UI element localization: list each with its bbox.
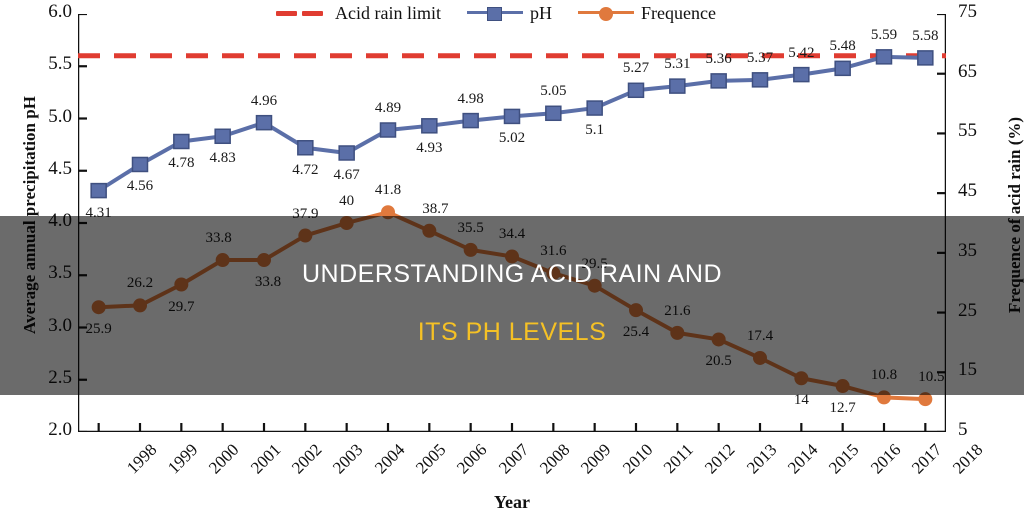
y-axis-left-tick: 5.5 [48,53,72,75]
x-axis-tick-2004: 2004 [370,440,409,478]
x-axis-tick-2010: 2010 [618,440,657,478]
frequence-value-label: 20.5 [705,353,732,370]
ph-value-label: 4.83 [209,150,236,167]
dashed-line-icon [276,10,328,16]
ph-value-label: 5.27 [622,60,650,77]
y-axis-right-tick: 55 [958,120,977,142]
x-axis-tick-2016: 2016 [866,440,905,478]
frequence-value-label: 33.8 [205,230,232,247]
y-axis-left-tick: 4.0 [48,210,72,231]
y-axis-right-tick: 25 [958,299,977,321]
ph-value-label: 4.98 [457,90,484,107]
frequence-value-label: 25.9 [85,321,112,338]
y-axis-right-tick: 75 [958,1,977,22]
legend-item-frequence: Frequence [577,2,716,24]
frequence-value-label: 34.4 [498,226,526,243]
frequence-value-label: 12.7 [829,400,856,417]
frequence-value-label: 38.7 [422,200,449,217]
ph-value-label: 4.31 [85,204,112,221]
ph-value-label: 5.58 [912,27,939,44]
ph-value-label: 5.31 [664,56,691,73]
ph-value-label: 5.36 [705,50,732,67]
frequence-value-label: 33.8 [254,274,282,291]
circle-marker-icon [577,5,634,21]
y-axis-left-tick: 4.5 [48,157,72,179]
y-axis-right-tick: 5 [958,419,968,440]
y-axis-left-tick: 2.0 [48,419,72,440]
frequence-value-label: 37.9 [292,205,319,222]
legend-item-ph: pH [466,2,552,24]
ph-value-label: 5.05 [540,83,567,100]
ph-value-label: 4.96 [250,92,278,109]
legend-label-acid-rain-limit: Acid rain limit [335,2,441,23]
y-axis-right-title: Frequence of acid rain (%) [1005,116,1024,314]
ph-value-label: 4.78 [168,155,195,172]
frequence-value-label: 41.8 [374,182,402,199]
frequence-value-label: 29.5 [581,255,608,272]
ph-value-label: 4.67 [333,166,360,183]
chart-legend: Acid rain limit pH Frequence [276,1,716,25]
frequence-value-label: 17.4 [746,327,774,344]
x-axis-tick-1999: 1999 [163,440,202,478]
x-axis-tick-2014: 2014 [783,440,822,478]
frequence-value-label: 10.8 [870,367,898,384]
x-axis-tick-2001: 2001 [246,440,285,478]
x-axis-tick-2005: 2005 [411,440,450,478]
y-axis-left-tick: 2.5 [48,366,72,388]
x-axis-tick-2018: 2018 [949,440,987,478]
ph-value-label: 4.89 [374,99,402,116]
ph-value-label: 5.42 [788,44,815,61]
ph-value-label: 5.37 [746,49,774,66]
frequence-value-label: 26.2 [126,275,154,292]
ph-value-label: 5.59 [870,26,898,43]
x-axis-tick-2009: 2009 [577,440,615,478]
frequence-value-label: 29.7 [168,298,195,315]
x-axis-tick-2007: 2007 [494,440,533,478]
legend-label-ph: pH [529,2,552,23]
ph-value-label: 4.93 [416,139,443,156]
frequence-value-label: 14 [793,392,809,409]
x-axis-tick-2013: 2013 [742,440,781,478]
y-axis-right-tick: 45 [958,180,977,202]
frequence-value-label: 10.5 [918,369,945,386]
x-axis-tick-2006: 2006 [453,440,491,478]
legend-label-frequence: Frequence [640,2,716,23]
y-axis-left-tick: 3.0 [48,314,72,336]
y-axis-right-tick: 35 [958,239,977,261]
frequence-value-label: 31.6 [540,243,567,260]
plot-area [78,14,946,432]
frequence-value-label: 40 [339,193,355,209]
x-axis-tick-2012: 2012 [701,440,739,478]
chart-svg [78,14,946,432]
x-axis-tick-2017: 2017 [907,440,946,478]
frequence-value-label: 21.6 [664,302,691,319]
square-marker-icon [466,5,523,21]
x-axis-tick-1998: 1998 [122,440,161,478]
frequence-value-label: 35.5 [457,219,484,236]
ph-value-label: 5.48 [829,38,856,55]
y-axis-right-tick: 65 [958,60,977,82]
frequence-value-label: 25.4 [622,324,650,341]
x-axis-tick-2000: 2000 [205,440,243,478]
ph-value-label: 5.1 [585,122,605,139]
y-axis-left-tick: 3.5 [48,262,72,284]
ph-value-label: 4.72 [292,161,319,178]
y-axis-left-tick: 5.0 [48,105,72,127]
x-axis-tick-2003: 2003 [329,440,367,478]
ph-value-label: 5.02 [498,130,526,147]
legend-item-acid-rain-limit: Acid rain limit [276,3,441,24]
x-axis-tick-2008: 2008 [535,440,574,478]
x-axis-tick-2002: 2002 [287,440,326,478]
y-axis-right-tick: 15 [958,359,977,381]
x-axis-tick-2011: 2011 [659,440,697,478]
y-axis-left-tick: 6.0 [48,1,72,22]
x-axis-tick-2015: 2015 [825,440,863,478]
x-axis-title: Year [494,492,530,512]
ph-value-label: 4.56 [126,178,154,195]
